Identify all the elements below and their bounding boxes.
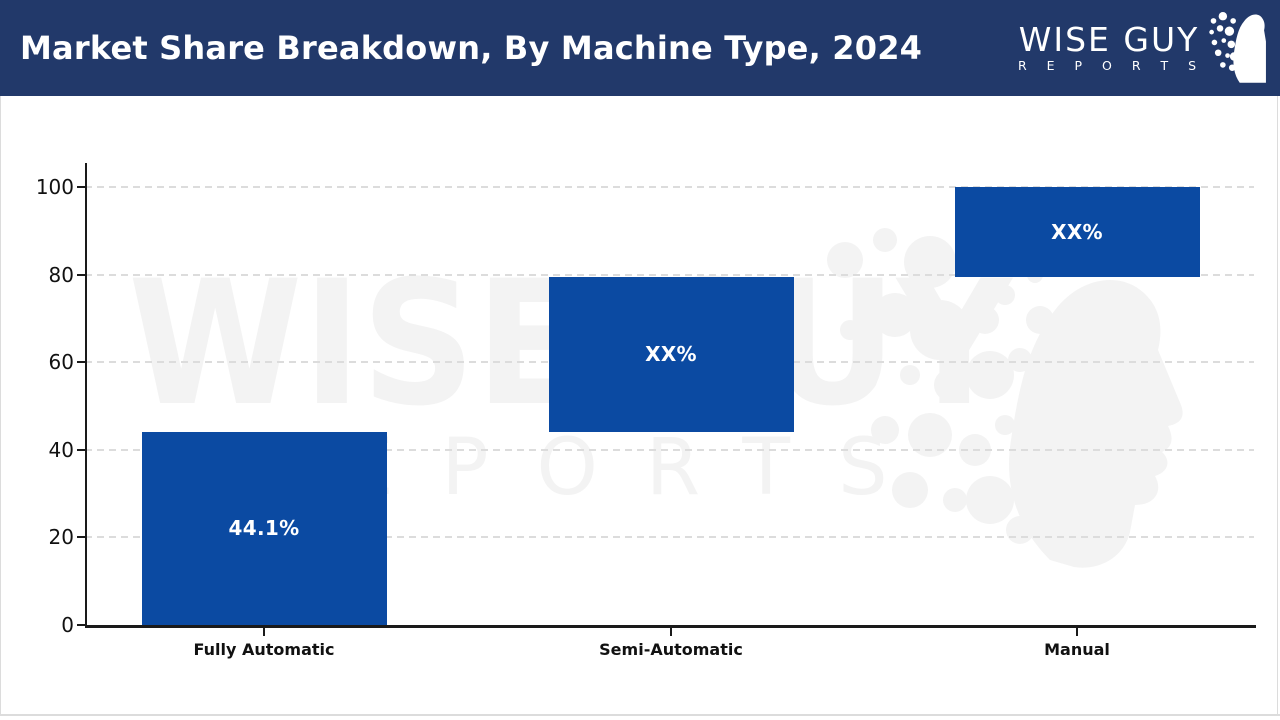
y-tick-label-100: 100 <box>35 175 74 199</box>
x-axis-line <box>85 625 1256 628</box>
y-tick-100 <box>77 186 85 188</box>
y-tick-label-60: 60 <box>48 350 74 375</box>
bar-fully-automatic: 44.1% <box>141 431 387 625</box>
logo-reports-label: R E P O R T S <box>1018 58 1205 73</box>
gridline-40 <box>85 448 1254 451</box>
bar-value-label: XX% <box>645 342 697 367</box>
frame-right <box>1277 96 1278 716</box>
x-tick-label-2: Manual <box>1044 640 1110 659</box>
bar-manual: XX% <box>954 187 1200 277</box>
logo-text: WISE GUY R E P O R T S <box>1014 23 1204 75</box>
y-tick-label-40: 40 <box>48 437 74 462</box>
gridline-100 <box>85 186 1254 188</box>
y-tick-label-20: 20 <box>48 525 74 550</box>
frame-left <box>0 96 1 716</box>
y-tick-20 <box>77 536 85 539</box>
y-tick-40 <box>77 448 85 451</box>
wise-guy-logo: WISE GUY R E P O R T S <box>1014 6 1266 92</box>
y-tick-label-80: 80 <box>48 262 74 287</box>
page-title: Market Share Breakdown, By Machine Type,… <box>20 29 923 67</box>
logo-head-icon <box>1209 12 1266 83</box>
bar-value-label: 44.1% <box>228 516 300 541</box>
logo-wiseguy-label: WISE GUY <box>1018 20 1200 59</box>
header-bar: Market Share Breakdown, By Machine Type,… <box>0 0 1280 96</box>
x-tick-2 <box>1076 628 1078 636</box>
bar-semi-automatic: XX% <box>548 276 794 432</box>
y-tick-80 <box>77 273 85 276</box>
x-tick-label-0: Fully Automatic <box>193 640 335 659</box>
y-tick-0 <box>77 624 85 626</box>
y-tick-60 <box>77 361 85 364</box>
bar-value-label: XX% <box>1051 219 1103 244</box>
y-axis-line <box>85 163 87 628</box>
frame-bottom <box>0 714 1280 716</box>
x-tick-0 <box>263 628 265 636</box>
x-tick-label-1: Semi-Automatic <box>599 640 743 659</box>
gridline-20 <box>85 536 1254 539</box>
x-tick-1 <box>670 628 672 636</box>
gridline-80 <box>85 273 1254 276</box>
y-tick-label-0: 0 <box>61 613 74 637</box>
